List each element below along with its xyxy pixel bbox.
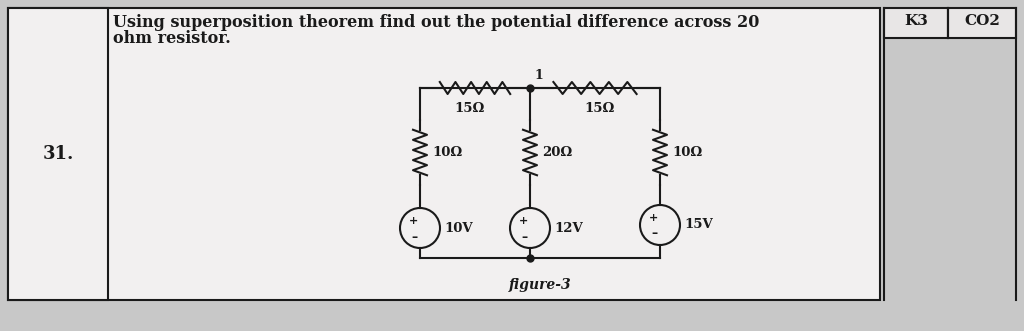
Text: 10V: 10V xyxy=(444,221,473,234)
Text: 1: 1 xyxy=(534,69,543,82)
Text: 15Ω: 15Ω xyxy=(455,102,485,115)
Text: –: – xyxy=(651,227,657,241)
Text: 15V: 15V xyxy=(684,218,713,231)
Text: CO2: CO2 xyxy=(964,14,1000,28)
Text: 15Ω: 15Ω xyxy=(585,102,615,115)
Bar xyxy=(948,8,1016,38)
Text: +: + xyxy=(519,216,528,226)
Text: 10Ω: 10Ω xyxy=(432,146,462,159)
Text: 12V: 12V xyxy=(554,221,583,234)
Bar xyxy=(884,8,948,38)
Text: 31.: 31. xyxy=(42,145,74,163)
Text: +: + xyxy=(410,216,419,226)
Text: +: + xyxy=(649,213,658,223)
Bar xyxy=(8,8,880,300)
Text: K3: K3 xyxy=(904,14,928,28)
Text: 10Ω: 10Ω xyxy=(672,146,702,159)
Bar xyxy=(8,8,108,300)
Text: –: – xyxy=(521,230,527,244)
Text: figure-3: figure-3 xyxy=(509,278,571,292)
Text: 20Ω: 20Ω xyxy=(542,146,572,159)
Text: Using superposition theorem find out the potential difference across 20: Using superposition theorem find out the… xyxy=(113,14,760,31)
Text: ohm resistor.: ohm resistor. xyxy=(113,30,230,47)
Text: –: – xyxy=(411,230,417,244)
